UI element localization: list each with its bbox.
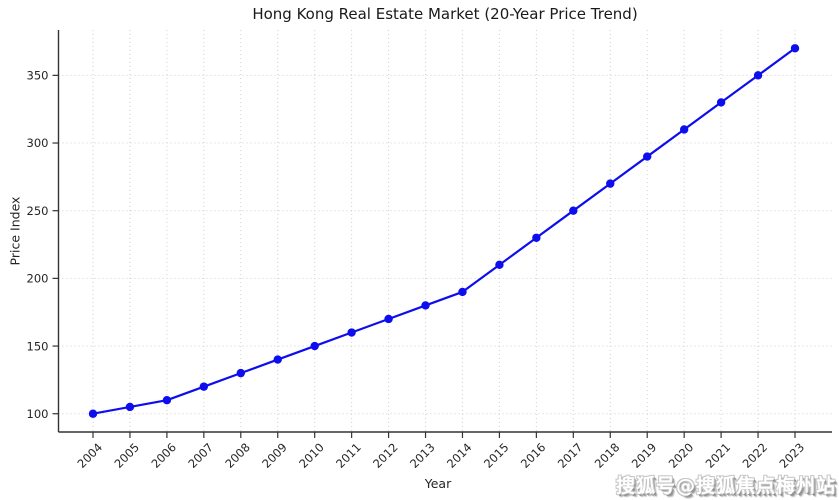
data-point-2019: [643, 152, 652, 161]
data-point-2015: [495, 260, 504, 270]
data-point-2010: [310, 341, 319, 351]
data-point-2023: [790, 44, 800, 53]
y-tick-label: 300: [27, 136, 49, 150]
y-axis-label: Price Index: [7, 196, 23, 266]
x-axis-label: Year: [424, 476, 452, 491]
data-point-2016: [532, 233, 541, 242]
x-tick-label: 2022: [740, 440, 771, 471]
data-point-2013: [421, 301, 430, 310]
x-tick-label: 2014: [444, 440, 475, 471]
chart-title: Hong Kong Real Estate Market (20-Year Pr…: [252, 5, 638, 23]
x-tick-label: 2008: [222, 440, 253, 471]
x-tick-label: 2018: [592, 440, 623, 471]
y-tick-label: 200: [27, 272, 49, 286]
data-point-2008: [236, 368, 245, 378]
y-tick-label: 250: [27, 204, 49, 218]
data-point-2018: [606, 179, 615, 188]
data-point-2004: [88, 409, 98, 418]
data-point-2012: [384, 314, 393, 324]
y-tick-label: 100: [27, 407, 49, 421]
data-point-2022: [753, 71, 763, 80]
x-tick-label: 2009: [259, 440, 290, 471]
x-tick-label: 2011: [333, 440, 364, 471]
y-tick-label: 350: [27, 69, 49, 83]
data-point-2005: [125, 402, 135, 412]
x-tick-label: 2020: [666, 440, 697, 471]
x-tick-label: 2017: [555, 440, 586, 471]
x-tick-label: 2010: [296, 440, 327, 471]
price-trend-line: [91, 47, 797, 415]
data-point-2011: [347, 328, 356, 337]
x-tick-label: 2016: [518, 440, 549, 471]
data-point-2006: [162, 395, 172, 405]
data-point-2014: [458, 287, 467, 297]
x-tick-label: 2007: [185, 440, 216, 471]
x-tick-label: 2019: [629, 440, 660, 471]
watermark-text: 搜狐号@搜狐焦点梅州站: [615, 475, 836, 497]
x-tick-label: 2012: [370, 440, 401, 471]
data-point-2021: [716, 98, 726, 107]
x-tick-label: 2013: [407, 440, 438, 471]
y-tick-label: 150: [27, 339, 49, 353]
x-tick-label: 2005: [111, 440, 142, 471]
x-tick-label: 2015: [481, 440, 512, 471]
x-tick-label: 2004: [75, 440, 106, 471]
x-tick-label: 2023: [777, 440, 808, 471]
x-tick-label: 2021: [703, 440, 734, 471]
data-point-2017: [569, 206, 578, 215]
data-point-2007: [199, 382, 209, 391]
data-point-2020: [679, 125, 689, 134]
x-tick-label: 2006: [148, 440, 179, 471]
data-point-2009: [273, 355, 282, 364]
